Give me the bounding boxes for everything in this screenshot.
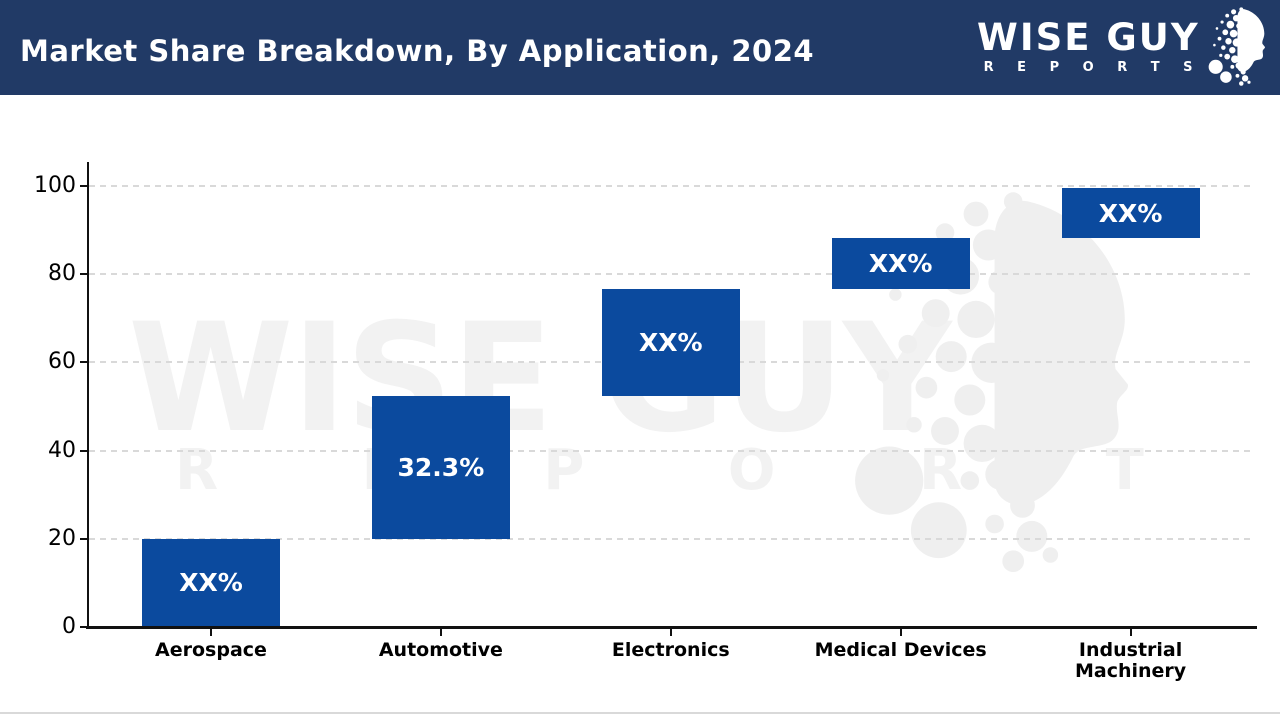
- bar-aerospace: XX%: [142, 538, 280, 627]
- y-tick-label: 0: [62, 614, 76, 639]
- y-tick-mark: [80, 273, 88, 276]
- bar-value-label: XX%: [868, 249, 933, 279]
- bar-value-label: 32.3%: [397, 453, 485, 483]
- y-tick-mark: [80, 185, 88, 187]
- page-title: Market Share Breakdown, By Application, …: [20, 34, 815, 68]
- header-bar: Market Share Breakdown, By Application, …: [0, 0, 1280, 95]
- x-tick-mark: [210, 627, 212, 636]
- x-tick-label: Medical Devices: [814, 639, 987, 661]
- wiseguy-logo: WISE GUY R E P O R T S: [975, 16, 1202, 75]
- x-tick-label: Aerospace: [155, 639, 267, 661]
- x-tick-mark: [669, 627, 672, 636]
- y-tick-mark: [80, 449, 88, 452]
- y-tick-label: 60: [48, 349, 76, 375]
- y-tick-label: 100: [34, 173, 76, 198]
- bar-automotive: 32.3%: [371, 396, 510, 539]
- x-tick-label: Automotive: [378, 639, 503, 661]
- bar-electronics: XX%: [601, 289, 740, 397]
- gridline: [89, 185, 1252, 187]
- x-tick-mark: [899, 627, 902, 636]
- x-axis-line: [86, 626, 1257, 629]
- gridline: [89, 449, 1252, 452]
- y-axis-line: [87, 162, 89, 629]
- logo-reports-text: R E P O R T S: [983, 59, 1202, 75]
- y-tick-label: 80: [48, 261, 76, 287]
- bar-value-label: XX%: [179, 568, 243, 598]
- bar-value-label: XX%: [1098, 198, 1163, 228]
- x-tick-label: Electronics: [611, 639, 730, 661]
- watermark-reports-text: R E P O R T S: [175, 438, 1280, 503]
- bar-medical-devices: XX%: [831, 238, 970, 290]
- bar-industrial-machinery: XX%: [1061, 188, 1200, 239]
- y-tick-mark: [80, 537, 88, 540]
- watermark-wordmark: WISE GUY: [128, 292, 952, 466]
- y-tick-mark: [80, 361, 88, 364]
- wiseguy-face-icon: [1208, 7, 1265, 86]
- bar-value-label: XX%: [638, 328, 703, 358]
- logo-wordmark: WISE GUY: [977, 16, 1200, 59]
- y-tick-label: 40: [48, 437, 76, 463]
- y-tick-mark: [80, 626, 88, 628]
- y-tick-label: 20: [48, 525, 76, 551]
- bottom-divider: [0, 712, 1280, 714]
- gridline: [89, 273, 1252, 276]
- x-tick-label: Industrial Machinery: [1074, 639, 1187, 682]
- gridline: [89, 537, 1252, 540]
- x-tick-mark: [439, 627, 442, 636]
- x-tick-mark: [1129, 627, 1132, 636]
